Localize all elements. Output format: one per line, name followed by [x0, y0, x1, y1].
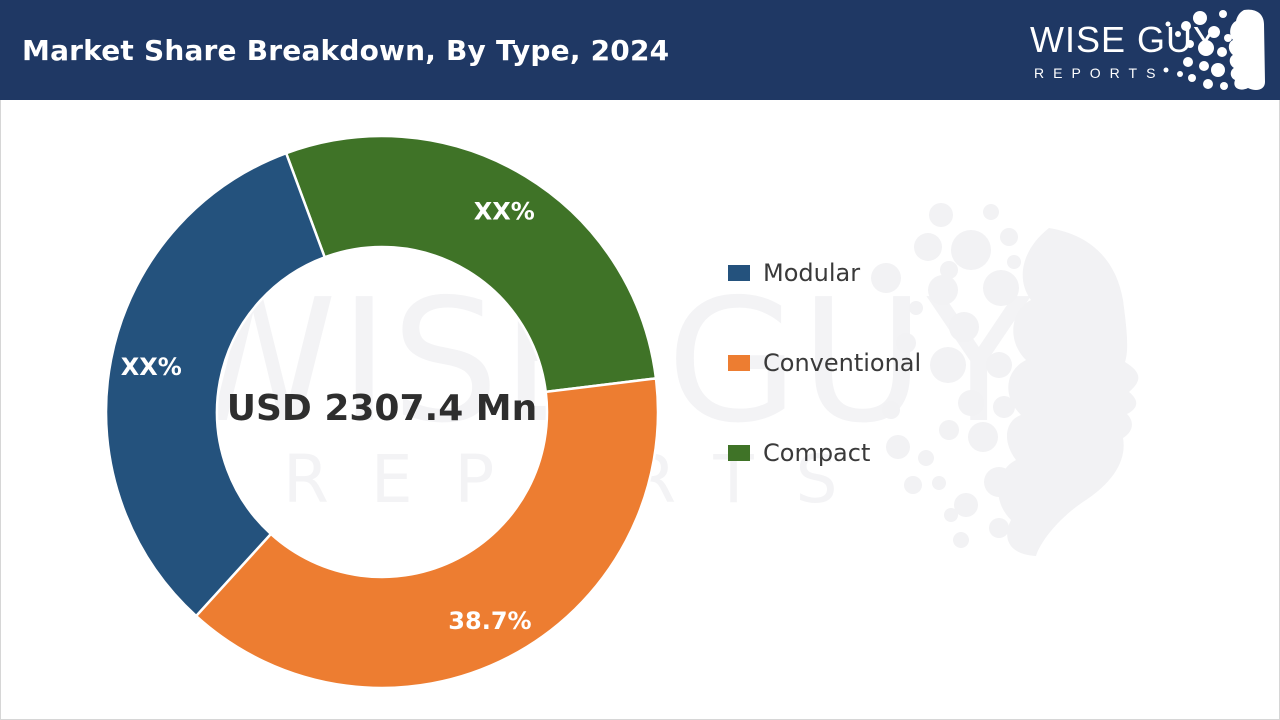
slice-label-modular: XX% [121, 353, 182, 381]
logo-subtitle: REPORTS [1034, 65, 1164, 81]
chart-area: WISE GUY REPORTS XX%XX%38.7% USD 2307.4 … [0, 100, 1280, 720]
legend-label-compact: Compact [763, 439, 871, 467]
chart-legend: Modular Conventional Compact [728, 257, 921, 527]
legend-swatch-conventional [728, 355, 750, 371]
logo-dots-icon [1163, 10, 1232, 90]
header-bar: Market Share Breakdown, By Type, 2024 WI… [0, 0, 1280, 100]
pie-slice-modular [104, 151, 327, 618]
slice-label-conventional: 38.7% [448, 607, 531, 635]
pie-slice-compact [284, 134, 658, 394]
pie-slice-conventional [194, 376, 660, 690]
legend-label-conventional: Conventional [763, 349, 922, 377]
legend-label-modular: Modular [763, 259, 861, 287]
watermark-dots [871, 203, 1047, 548]
logo-face-icon [1228, 9, 1265, 90]
legend-item-conventional: Conventional [728, 347, 921, 379]
donut-chart: XX% XX% 38.7% [104, 134, 660, 690]
legend-swatch-compact [728, 445, 750, 461]
page-title: Market Share Breakdown, By Type, 2024 [22, 33, 670, 67]
legend-swatch-modular [728, 265, 750, 281]
donut-center-value: USD 2307.4 Mn [226, 388, 538, 429]
legend-item-compact: Compact [728, 437, 921, 469]
legend-item-modular: Modular [728, 257, 921, 289]
watermark-face-icon [998, 228, 1139, 556]
slice-label-compact: XX% [474, 197, 535, 225]
wise-guy-reports-logo: WISE GUY REPORTS [1030, 9, 1265, 90]
